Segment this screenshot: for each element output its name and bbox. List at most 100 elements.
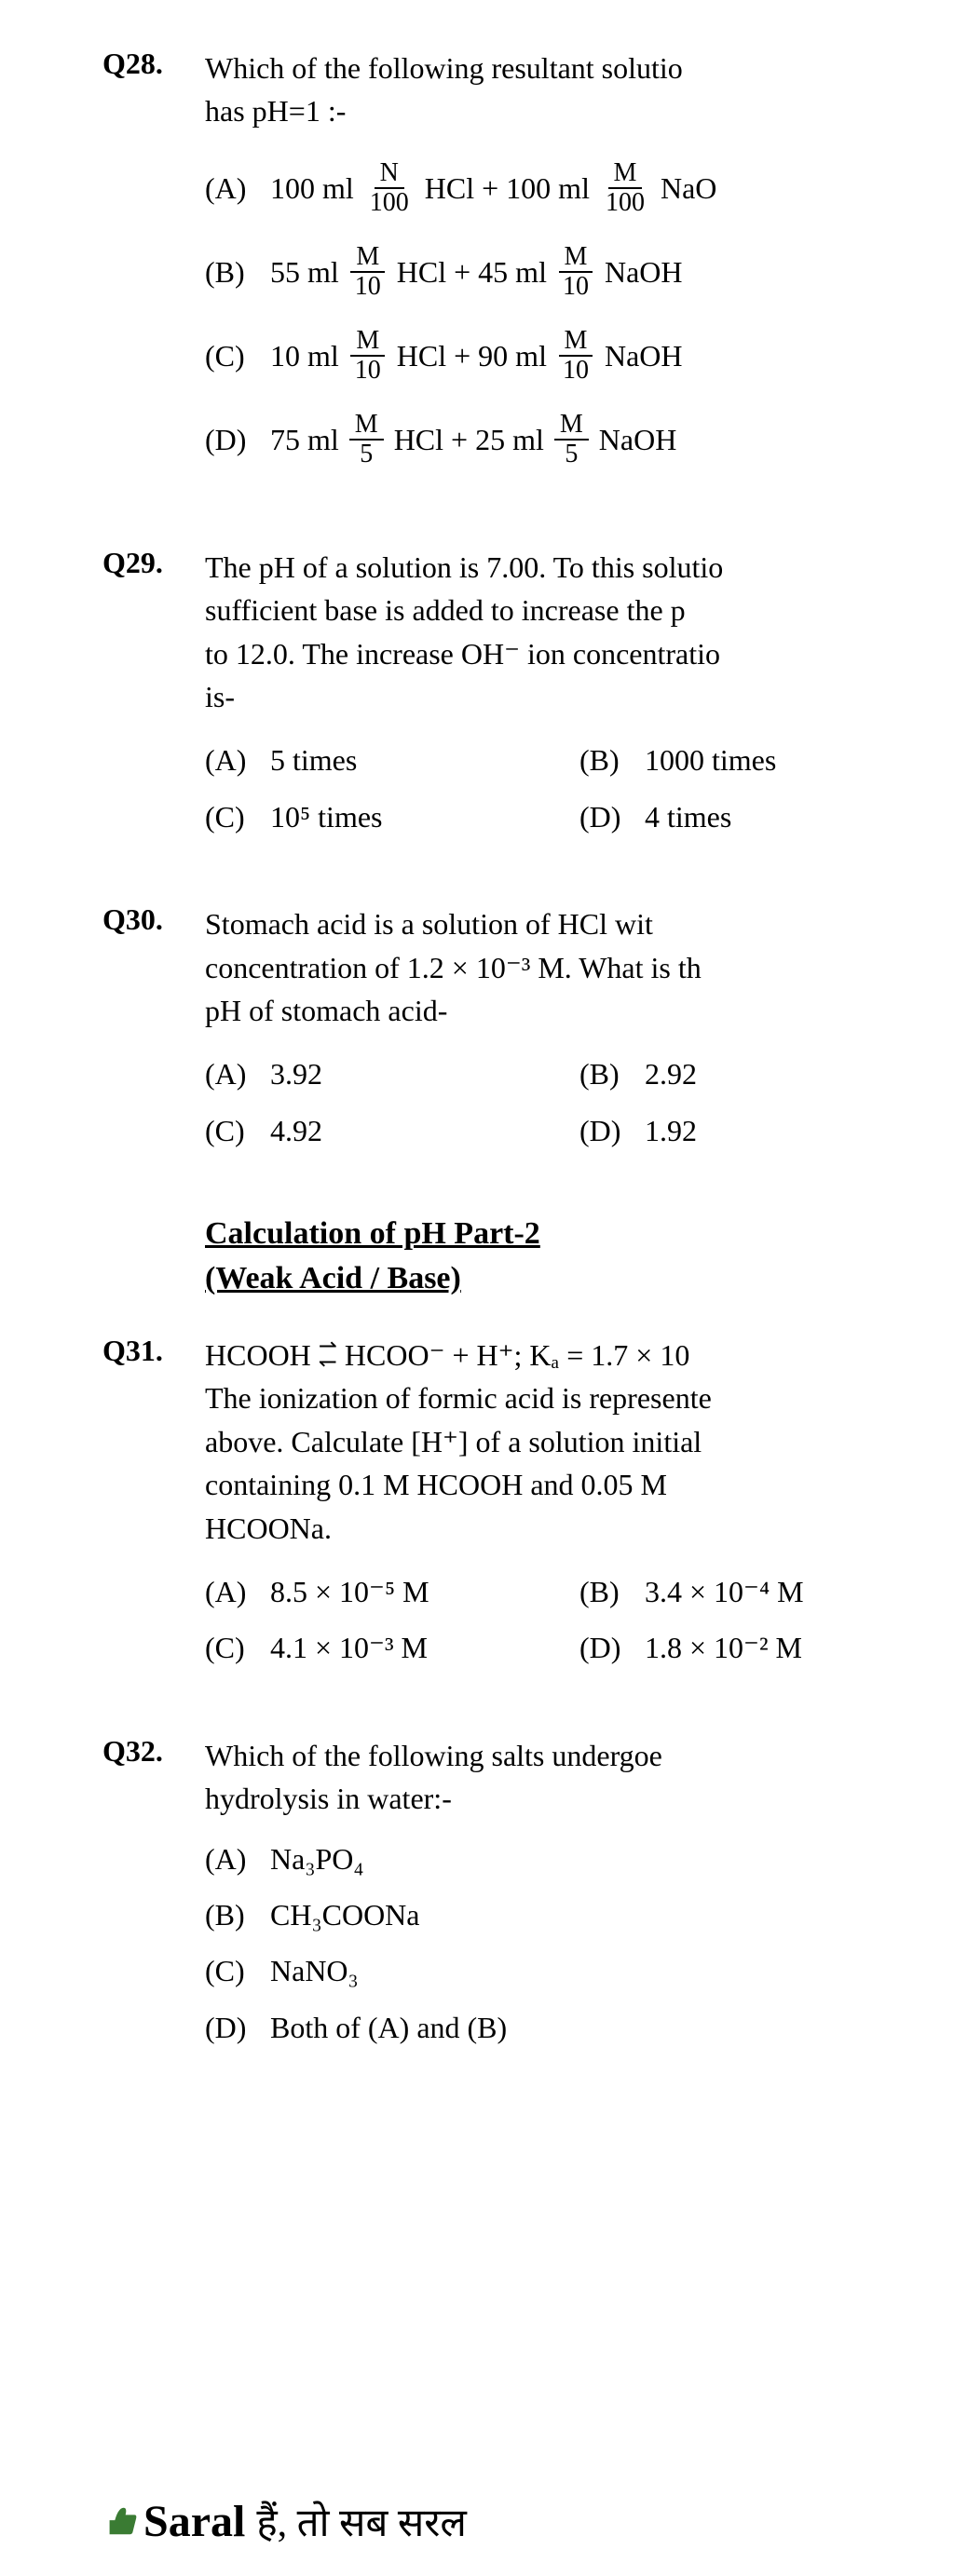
text: 75 ml <box>270 418 339 461</box>
text-line: to 12.0. The increase OH⁻ ion concentrat… <box>205 637 720 671</box>
text-line: Which of the following salts undergoe <box>205 1739 662 1772</box>
option-value: Both of (A) and (B) <box>270 2006 507 2049</box>
question-number: Q32. <box>102 1734 205 1769</box>
fraction: M5 <box>554 411 589 468</box>
option-label: (C) <box>205 795 270 838</box>
option-a[interactable]: (A)3.92 <box>205 1052 579 1095</box>
option-d[interactable]: (D)1.92 <box>579 1109 954 1152</box>
option-value: 4.92 <box>270 1109 322 1152</box>
tagline-text: हैं, तो सब सरल <box>256 2495 467 2548</box>
option-c[interactable]: (C)4.92 <box>205 1109 579 1152</box>
option-value: NaNO₃ <box>270 1949 359 1992</box>
question-number: Q28. <box>102 47 205 81</box>
option-value: 10 ml M10 HCl + 90 ml M10 NaOH <box>270 327 682 385</box>
option-value: 1000 times <box>645 739 776 781</box>
option-c[interactable]: (C)4.1 × 10⁻³ M <box>205 1626 579 1669</box>
option-label: (A) <box>205 1570 270 1613</box>
option-label: (C) <box>205 334 270 377</box>
option-d[interactable]: (D)1.8 × 10⁻² M <box>579 1626 954 1669</box>
text-line: is- <box>205 680 235 713</box>
question-number: Q29. <box>102 546 205 580</box>
text: HCl + 45 ml <box>397 251 547 293</box>
option-c[interactable]: (C) 10 ml M10 HCl + 90 ml M10 NaOH <box>205 327 954 385</box>
fraction: M10 <box>349 243 387 301</box>
fraction: M10 <box>557 327 594 385</box>
option-value: 75 ml M5 HCl + 25 ml M5 NaOH <box>270 411 676 468</box>
option-d[interactable]: (D) 75 ml M5 HCl + 25 ml M5 NaOH <box>205 411 954 468</box>
text-line: The pH of a solution is 7.00. To this so… <box>205 550 723 584</box>
option-b[interactable]: (B)2.92 <box>579 1052 954 1095</box>
option-d[interactable]: (D)4 times <box>579 795 954 838</box>
option-b[interactable]: (B) 55 ml M10 HCl + 45 ml M10 NaOH <box>205 243 954 301</box>
option-label: (B) <box>205 1893 270 1936</box>
option-value: 5 times <box>270 739 357 781</box>
option-label: (B) <box>579 1570 645 1613</box>
text: 100 ml <box>270 167 354 210</box>
option-value: 10⁵ times <box>270 795 382 838</box>
option-b[interactable]: (B)CH₃COONa <box>205 1893 954 1936</box>
thumbs-up-icon <box>102 2504 138 2540</box>
footer: Saral हैं, तो सब सरल <box>102 2495 954 2548</box>
question-28: Q28. Which of the following resultant so… <box>102 47 954 495</box>
option-value: 8.5 × 10⁻⁵ M <box>270 1570 429 1613</box>
option-label: (D) <box>579 1109 645 1152</box>
option-b[interactable]: (B)1000 times <box>579 739 954 781</box>
question-29: Q29. The pH of a solution is 7.00. To th… <box>102 546 954 851</box>
option-a[interactable]: (A)8.5 × 10⁻⁵ M <box>205 1570 579 1613</box>
question-30: Q30. Stomach acid is a solution of HCl w… <box>102 902 954 1165</box>
option-value: Na₃PO₄ <box>270 1837 364 1880</box>
equilibrium-arrow-icon: ⇀↽ <box>319 1339 337 1371</box>
text-line: containing 0.1 M HCOOH and 0.05 M <box>205 1468 667 1501</box>
question-text: Which of the following salts undergoe hy… <box>205 1734 954 2062</box>
text: HCl + 25 ml <box>394 418 544 461</box>
option-label: (A) <box>205 1837 270 1880</box>
option-value: 1.92 <box>645 1109 697 1152</box>
option-value: 100 ml N100 HCl + 100 ml M100 NaO <box>270 159 716 217</box>
text: NaOH <box>605 334 683 377</box>
eq-right: HCOO⁻ + H⁺; Kₐ = 1.7 × 10 <box>345 1334 689 1376</box>
fraction: N100 <box>364 159 415 217</box>
question-number: Q30. <box>102 902 205 937</box>
section-heading: Calculation of pH Part-2 <box>205 1216 954 1252</box>
option-label: (D) <box>205 2006 270 2049</box>
option-value: 2.92 <box>645 1052 697 1095</box>
option-label: (D) <box>205 418 270 461</box>
text-line: has pH=1 :- <box>205 94 346 128</box>
option-label: (A) <box>205 1052 270 1095</box>
text: HCl + 100 ml <box>425 167 590 210</box>
option-value: 3.92 <box>270 1052 322 1095</box>
equation: HCOOH ⇀↽ HCOO⁻ + H⁺; Kₐ = 1.7 × 10 <box>205 1334 689 1376</box>
fraction: M100 <box>600 159 650 217</box>
text-line: Stomach acid is a solution of HCl wit <box>205 907 653 941</box>
option-value: 3.4 × 10⁻⁴ M <box>645 1570 804 1613</box>
option-label: (A) <box>205 167 270 210</box>
option-c[interactable]: (C)10⁵ times <box>205 795 579 838</box>
brand-text: Saral <box>143 2496 245 2547</box>
option-label: (B) <box>579 739 645 781</box>
text-line: sufficient base is added to increase the… <box>205 593 686 627</box>
fraction: M5 <box>349 411 384 468</box>
option-d[interactable]: (D)Both of (A) and (B) <box>205 2006 954 2049</box>
option-label: (C) <box>205 1109 270 1152</box>
brand-logo: Saral <box>102 2496 245 2547</box>
option-value: 4.1 × 10⁻³ M <box>270 1626 428 1669</box>
text-line: hydrolysis in water:- <box>205 1782 452 1815</box>
text-line: concentration of 1.2 × 10⁻³ M. What is t… <box>205 951 702 984</box>
text-line: Which of the following resultant solutio <box>205 51 683 85</box>
section-subheading: (Weak Acid / Base) <box>205 1261 954 1296</box>
option-a[interactable]: (A)5 times <box>205 739 579 781</box>
option-label: (B) <box>579 1052 645 1095</box>
text-line: above. Calculate [H⁺] of a solution init… <box>205 1425 702 1458</box>
option-c[interactable]: (C)NaNO₃ <box>205 1949 954 1992</box>
option-b[interactable]: (B)3.4 × 10⁻⁴ M <box>579 1570 954 1613</box>
option-label: (B) <box>205 251 270 293</box>
eq-left: HCOOH <box>205 1334 311 1376</box>
fraction: M10 <box>557 243 594 301</box>
text: 10 ml <box>270 334 339 377</box>
option-label: (D) <box>579 1626 645 1669</box>
option-a[interactable]: (A)Na₃PO₄ <box>205 1837 954 1880</box>
option-label: (C) <box>205 1626 270 1669</box>
fraction: M10 <box>349 327 387 385</box>
option-a[interactable]: (A) 100 ml N100 HCl + 100 ml M100 NaO <box>205 159 954 217</box>
question-text: Stomach acid is a solution of HCl wit co… <box>205 902 954 1165</box>
